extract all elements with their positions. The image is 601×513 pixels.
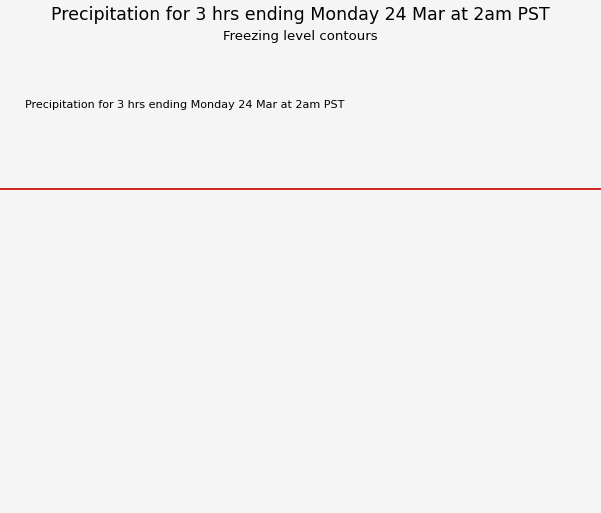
Text: Freezing level contours: Freezing level contours — [223, 30, 378, 43]
Text: Precipitation for 3 hrs ending Monday 24 Mar at 2am PST: Precipitation for 3 hrs ending Monday 24… — [25, 100, 344, 110]
Text: Precipitation for 3 hrs ending Monday 24 Mar at 2am PST: Precipitation for 3 hrs ending Monday 24… — [51, 6, 550, 24]
